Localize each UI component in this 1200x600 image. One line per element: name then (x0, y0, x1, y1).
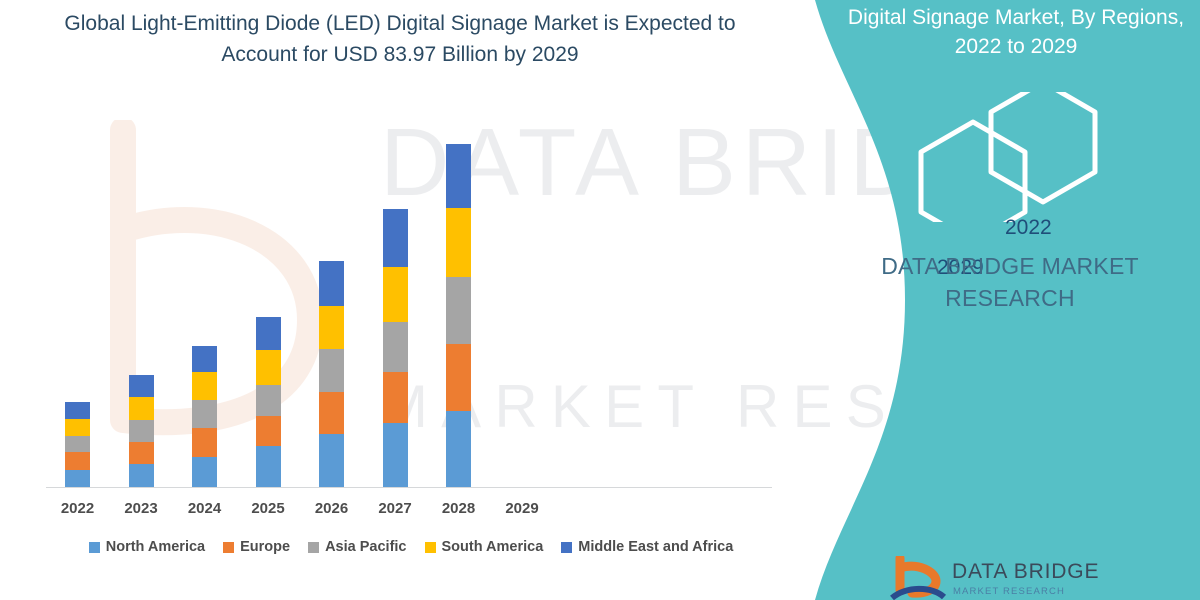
legend-swatch-icon (308, 541, 320, 553)
legend-item-0[interactable]: North America (88, 539, 206, 555)
bar-segment-2028-3 (446, 208, 471, 278)
bar-segment-2028-4 (446, 144, 471, 209)
bar-segment-2026-0 (319, 433, 344, 487)
bar-segment-2022-1 (65, 452, 90, 471)
bar-segment-2027-2 (382, 321, 408, 373)
page-title: Global Light-Emitting Diode (LED) Digita… (64, 12, 736, 66)
bar-segment-2024-3 (192, 372, 217, 400)
bar-segment-2023-2 (128, 420, 154, 442)
x-tick-2028: 2028 (441, 500, 476, 517)
legend-swatch-icon (561, 541, 573, 553)
legend-item-1[interactable]: Europe (223, 539, 290, 555)
legend-label: North America (105, 539, 206, 555)
bar-2026 (319, 260, 344, 487)
bar-segment-2025-4 (255, 316, 281, 351)
bar-segment-2025-2 (255, 384, 281, 417)
x-tick-2029: 2029 (505, 500, 539, 517)
bar-segment-2026-2 (319, 349, 344, 392)
bar-segment-2022-3 (65, 418, 90, 436)
legend-label: South America (441, 539, 544, 555)
legend-item-2[interactable]: Asia Pacific (308, 539, 407, 555)
bar-segment-2026-4 (319, 260, 344, 306)
legend-item-3[interactable]: South America (424, 539, 544, 555)
bar-segment-2022-4 (65, 401, 90, 419)
bar-segment-2028-1 (446, 344, 471, 412)
bar-segment-2028-0 (446, 411, 471, 487)
legend-swatch-icon (424, 541, 436, 553)
bar-2027 (382, 209, 408, 487)
bar-segment-2027-0 (382, 422, 408, 487)
legend-item-4[interactable]: Middle East and Africa (561, 539, 733, 555)
x-tick-2022: 2022 (60, 500, 95, 517)
x-axis-line (46, 487, 772, 488)
bar-segment-2024-4 (192, 345, 217, 373)
x-tick-2027: 2027 (378, 500, 412, 517)
legend-swatch-icon (223, 541, 235, 553)
bar-segment-2026-1 (319, 391, 344, 434)
bar-2022 (65, 401, 90, 487)
bar-segment-2027-4 (382, 209, 408, 267)
chart-plot-area: 2022 2023 2024 2025 2026 2027 2028 2029 North A… (46, 144, 776, 555)
bar-2024 (192, 345, 217, 487)
legend-label: Asia Pacific (325, 539, 407, 555)
bar-segment-2027-1 (382, 372, 408, 423)
bar-segment-2024-0 (192, 456, 217, 487)
bar-segment-2023-1 (128, 441, 154, 465)
legend-label: Europe (240, 539, 291, 555)
right-panel-shape (815, 0, 1200, 600)
bar-segment-2028-2 (446, 277, 471, 345)
bar-segment-2025-1 (255, 416, 281, 446)
bar-2028 (446, 144, 471, 487)
bar-segment-2023-3 (128, 397, 154, 420)
bar-segment-2025-0 (255, 445, 281, 487)
legend-swatch-icon (88, 541, 100, 553)
bar-2025 (255, 316, 281, 487)
right-panel (780, 0, 1200, 600)
x-tick-2024: 2024 (187, 500, 222, 517)
bar-segment-2022-0 (65, 470, 90, 487)
bar-segment-2026-3 (319, 305, 344, 350)
bar-segment-2025-3 (255, 350, 281, 385)
bar-segment-2023-4 (128, 374, 154, 398)
bar-segment-2023-0 (128, 464, 154, 487)
x-tick-2023: 2023 (124, 500, 158, 517)
bar-segment-2027-3 (382, 266, 408, 322)
x-tick-2026: 2026 (314, 500, 349, 517)
x-tick-2025: 2025 (251, 500, 285, 517)
bar-2023 (128, 374, 154, 487)
bar-segment-2024-1 (192, 428, 217, 457)
chart-legend: North America Europe Asia Pacific South Ame… (46, 539, 776, 555)
bar-segment-2024-2 (192, 399, 217, 429)
legend-label: Middle East and Africa (578, 539, 734, 555)
bar-segment-2022-2 (65, 435, 90, 453)
